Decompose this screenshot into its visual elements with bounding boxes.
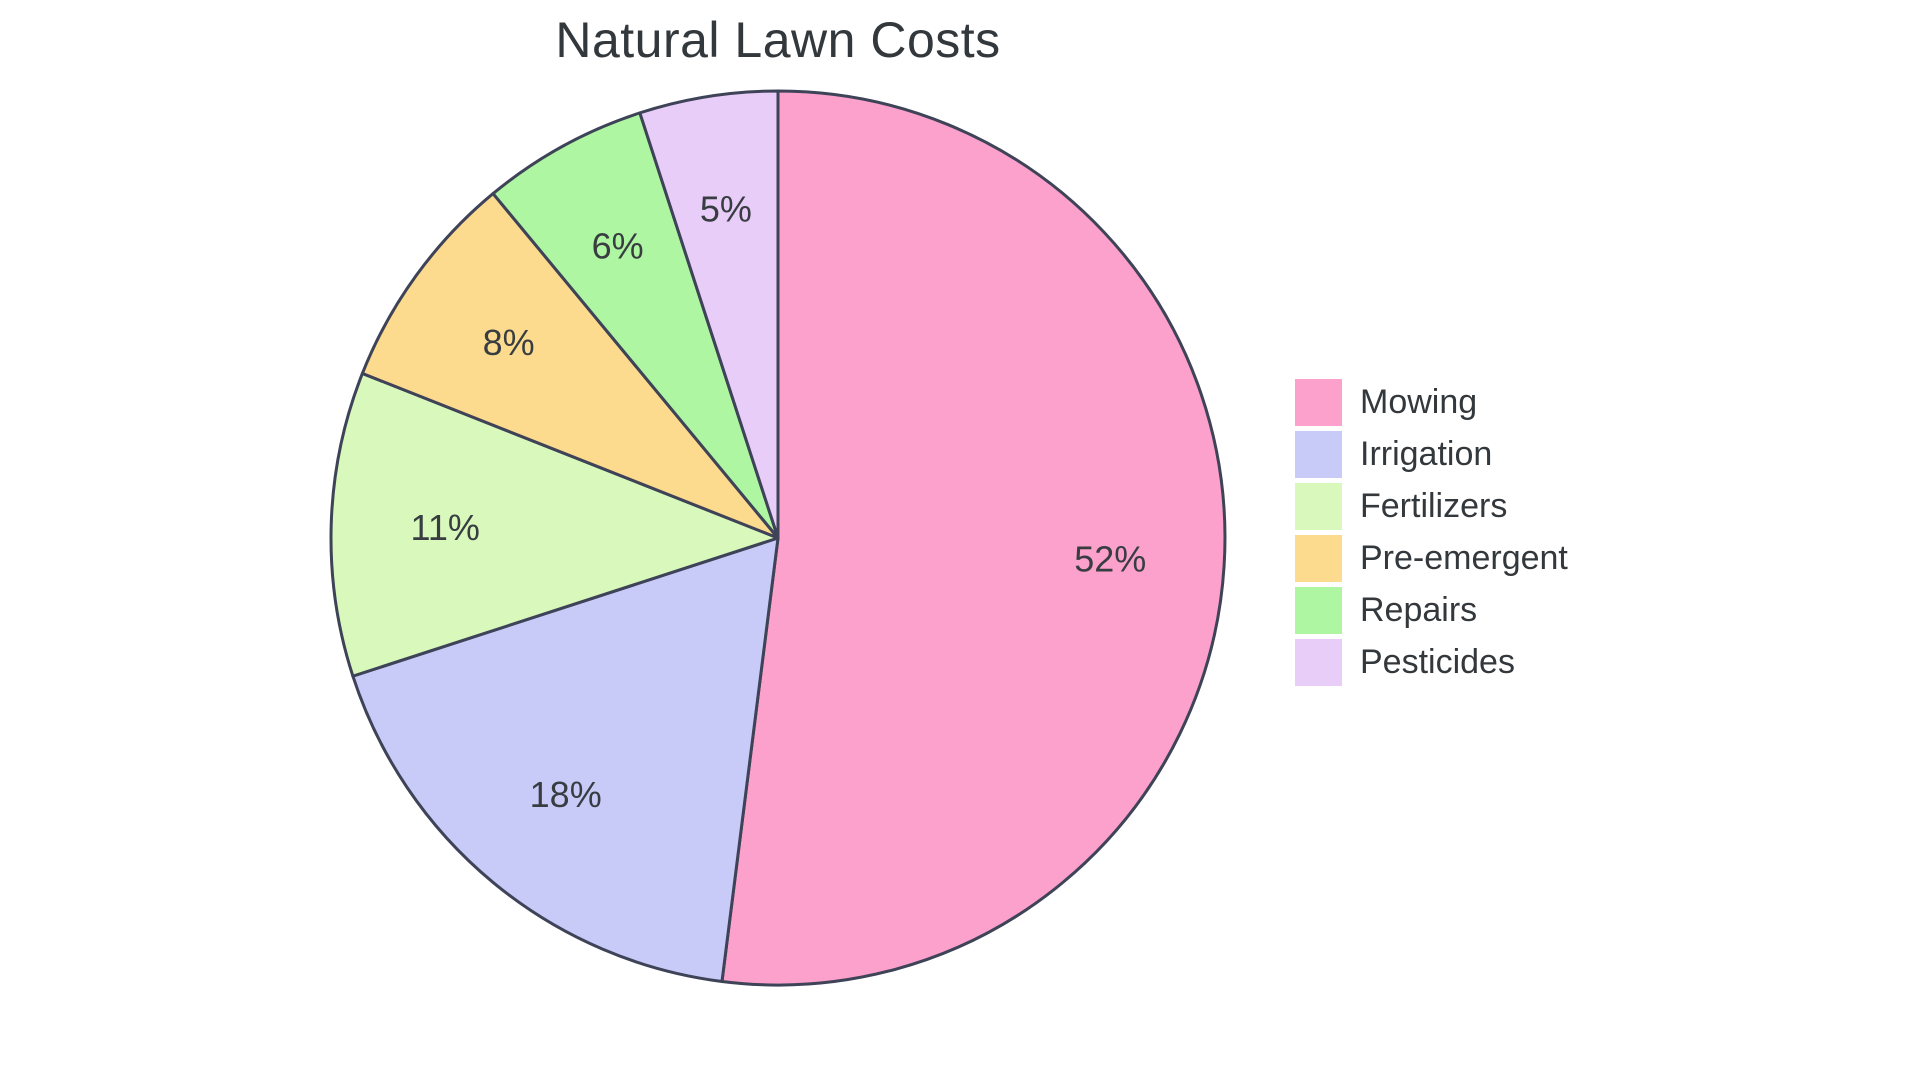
legend-swatch-fertilizers bbox=[1295, 483, 1342, 530]
slice-percent-label-repairs: 6% bbox=[592, 226, 644, 267]
pie-slice-pesticides bbox=[638, 89, 780, 540]
legend-label: Fertilizers bbox=[1360, 487, 1508, 525]
slice-percent-label-pesticides: 5% bbox=[700, 189, 752, 230]
legend-item-repairs: Repairs bbox=[1295, 587, 1568, 634]
legend-label: Pre-emergent bbox=[1360, 539, 1568, 577]
legend: Mowing Irrigation Fertilizers Pre-emerge… bbox=[1295, 379, 1568, 686]
legend-label: Irrigation bbox=[1360, 435, 1493, 473]
legend-swatch-pre-emergent bbox=[1295, 535, 1342, 582]
legend-item-fertilizers: Fertilizers bbox=[1295, 483, 1568, 530]
pie-slice-irrigation bbox=[351, 536, 780, 983]
pie-slice-pre-emergent bbox=[360, 192, 780, 540]
legend-label: Pesticides bbox=[1360, 643, 1515, 681]
legend-label: Repairs bbox=[1360, 591, 1478, 629]
slice-percent-label-irrigation: 18% bbox=[530, 774, 602, 815]
slice-percent-label-mowing: 52% bbox=[1074, 538, 1146, 579]
pie-slice-fertilizers bbox=[329, 371, 780, 678]
pie-slice-mowing bbox=[720, 89, 1227, 987]
legend-swatch-irrigation bbox=[1295, 431, 1342, 478]
legend-item-pre-emergent: Pre-emergent bbox=[1295, 535, 1568, 582]
legend-item-pesticides: Pesticides bbox=[1295, 639, 1568, 686]
legend-item-mowing: Mowing bbox=[1295, 379, 1568, 426]
legend-swatch-repairs bbox=[1295, 587, 1342, 634]
legend-label: Mowing bbox=[1360, 383, 1478, 421]
slice-percent-label-fertilizers: 11% bbox=[411, 507, 480, 548]
legend-item-irrigation: Irrigation bbox=[1295, 431, 1568, 478]
legend-swatch-pesticides bbox=[1295, 639, 1342, 686]
slice-percent-label-pre-emergent: 8% bbox=[483, 322, 535, 363]
pie-slice-repairs bbox=[491, 111, 780, 540]
legend-swatch-mowing bbox=[1295, 379, 1342, 426]
chart-title: Natural Lawn Costs bbox=[555, 12, 1001, 68]
